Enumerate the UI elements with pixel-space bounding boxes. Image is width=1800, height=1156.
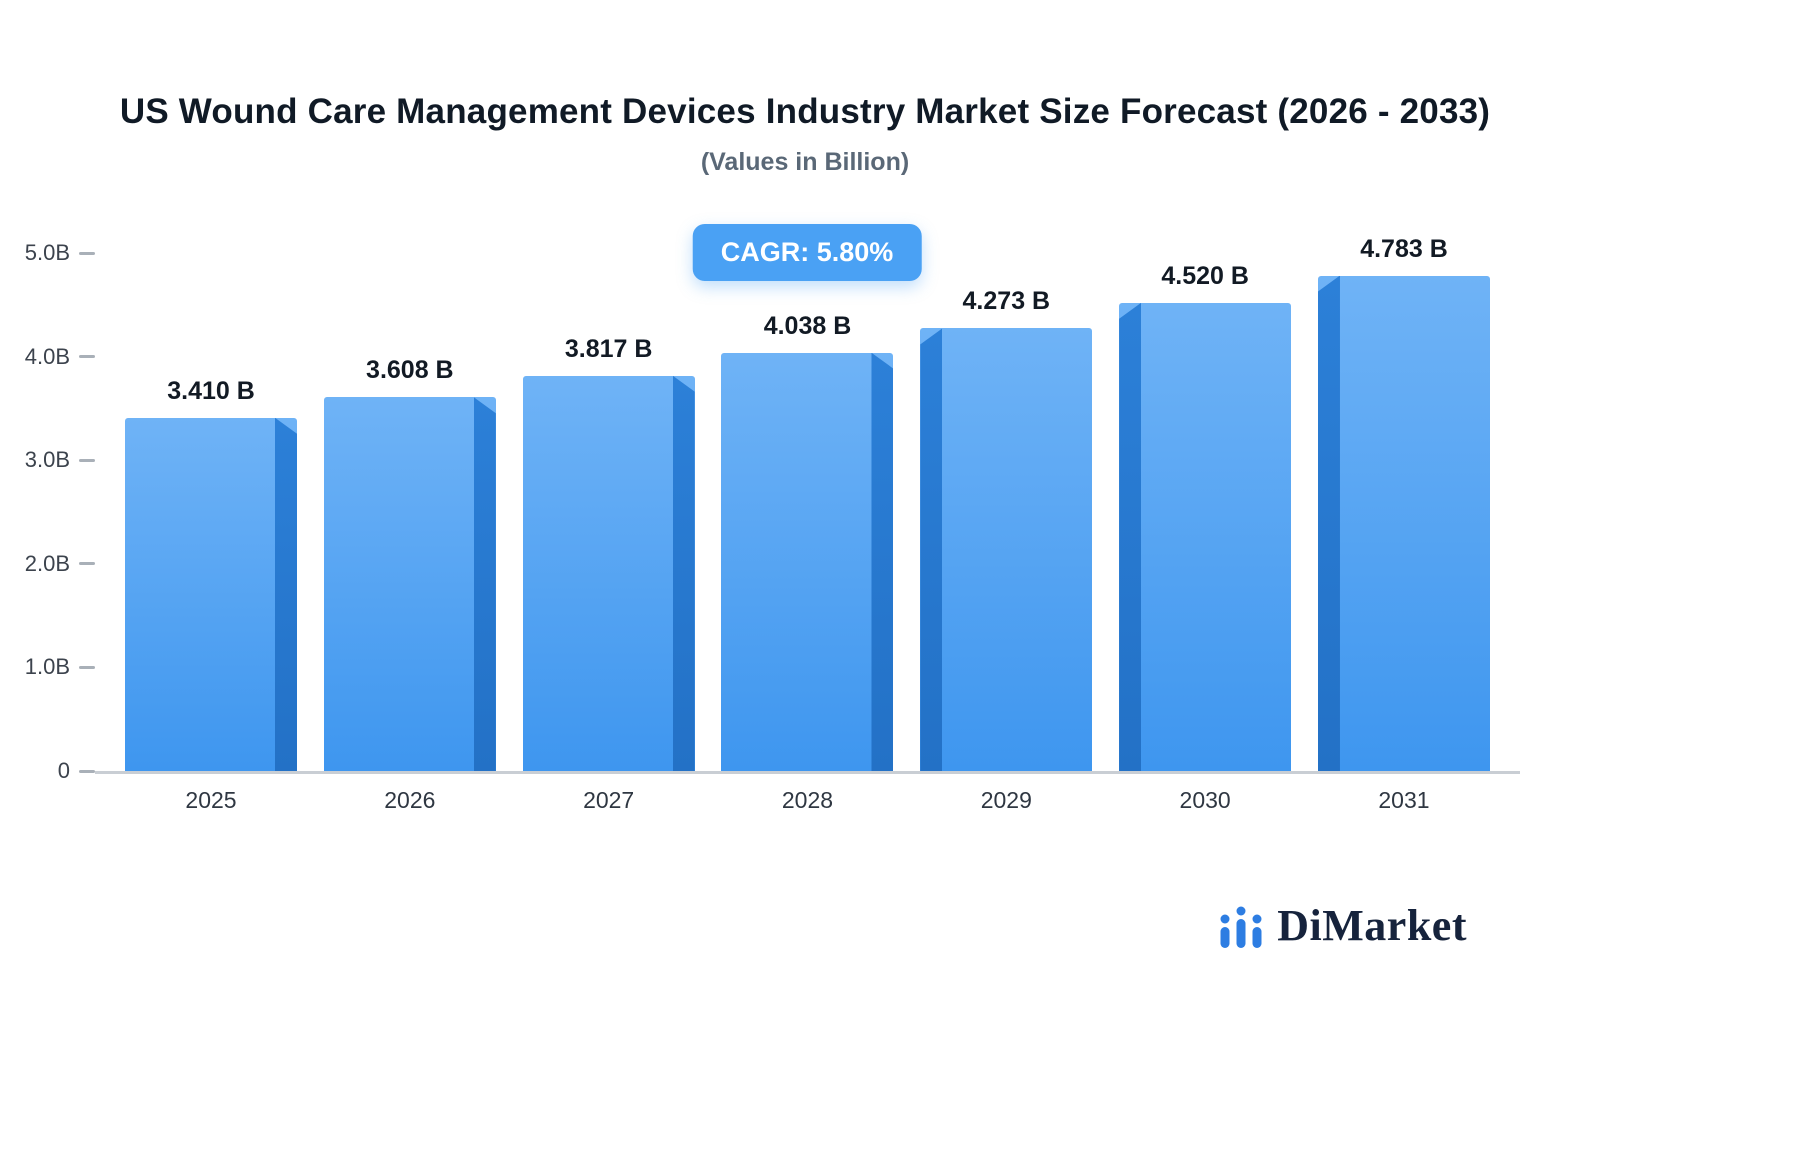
- bar-value-label: 4.038 B: [763, 311, 852, 340]
- bar-slot: 3.410 B: [125, 377, 297, 771]
- brand-name: DiMarket: [1277, 901, 1467, 950]
- y-axis-tick: 1.0B: [0, 654, 95, 680]
- y-axis-tick-label: 1.0B: [24, 654, 70, 680]
- y-axis-tick-label: 3.0B: [24, 447, 70, 473]
- x-axis-label: 2025: [185, 787, 237, 813]
- bar-side-shade: [871, 352, 894, 771]
- y-axis-tick: 3.0B: [0, 447, 95, 473]
- bar-side-shade: [672, 375, 695, 771]
- bar-slot: 4.783 B: [1317, 234, 1490, 771]
- chart-subtitle: (Values in Billion): [700, 148, 910, 176]
- bar-value-label: 3.608 B: [366, 356, 454, 385]
- bar-side-shade: [275, 417, 297, 771]
- y-axis-tick: 2.0B: [0, 551, 95, 577]
- tick-mark: [79, 665, 95, 669]
- bar-face: [721, 352, 894, 771]
- y-axis-tick-label: 4.0B: [24, 343, 70, 369]
- bar-value-label: 3.817 B: [564, 334, 653, 363]
- y-axis-tick-label: 2.0B: [24, 550, 70, 576]
- chart-title: US Wound Care Management Devices Industr…: [119, 92, 1491, 131]
- y-axis-tick: 4.0B: [0, 344, 95, 370]
- tick-mark: [79, 769, 95, 773]
- bar-side-shade: [1317, 275, 1340, 771]
- bar: [920, 328, 1093, 771]
- bar-face: [323, 397, 496, 771]
- y-axis-tick: 0: [0, 758, 95, 784]
- bar-value-label: 4.520 B: [1161, 261, 1249, 290]
- x-axis-label: 2028: [781, 787, 834, 813]
- bar-slot: 3.817 B: [522, 334, 695, 771]
- plot-area: 3.410 B 3.608 B 3.817 B 4.038 B 4.273 B 4.520…: [25, 235, 1520, 813]
- bar-side-shade: [920, 328, 943, 771]
- bar-value-label: 3.410 B: [167, 376, 255, 405]
- tick-mark: [79, 251, 95, 255]
- y-axis-tick-label: 5.0B: [24, 240, 70, 265]
- y-axis-tick: 5.0B: [0, 240, 95, 266]
- tick-mark: [79, 562, 95, 566]
- x-axis-labels: 2025 2026 2027 2028 2029 2030 2031: [95, 787, 1520, 814]
- bar-side-shade: [473, 397, 496, 771]
- bar-slot: 3.608 B: [323, 356, 496, 771]
- bar-slot: 4.038 B: [721, 311, 894, 771]
- bar-face: [522, 375, 695, 771]
- x-axis-label: 2026: [384, 787, 436, 813]
- y-axis-tick-label: 0: [57, 758, 70, 783]
- bar-face: [1119, 302, 1292, 771]
- bar: [1119, 302, 1292, 771]
- x-axis-label: 2027: [583, 787, 635, 813]
- cagr-badge: CAGR: 5.80%: [692, 224, 922, 281]
- bar: [1317, 275, 1490, 771]
- x-axis-label: 2031: [1378, 787, 1430, 813]
- bar-face: [125, 417, 297, 771]
- tick-mark: [79, 458, 95, 462]
- bar-slot: 4.273 B: [920, 287, 1093, 771]
- bar-value-label: 4.273 B: [962, 287, 1051, 316]
- brand-logo: DiMarket: [1217, 900, 1467, 951]
- bar: [522, 375, 695, 771]
- x-axis-label: 2029: [980, 787, 1032, 813]
- bar: [125, 417, 297, 771]
- x-axis-label: 2030: [1179, 787, 1231, 813]
- bar-value-label: 4.783 B: [1360, 234, 1448, 263]
- bar-face: [1317, 275, 1490, 771]
- bar-slot: 4.520 B: [1119, 261, 1292, 771]
- bar-side-shade: [1119, 302, 1142, 771]
- bar-face: [920, 328, 1093, 771]
- tick-mark: [79, 355, 95, 359]
- bar: [323, 397, 496, 771]
- bars-container: 3.410 B 3.608 B 3.817 B 4.038 B 4.273 B 4.520…: [95, 235, 1520, 771]
- bar: [721, 352, 894, 771]
- dimarket-logo-icon: [1217, 902, 1265, 950]
